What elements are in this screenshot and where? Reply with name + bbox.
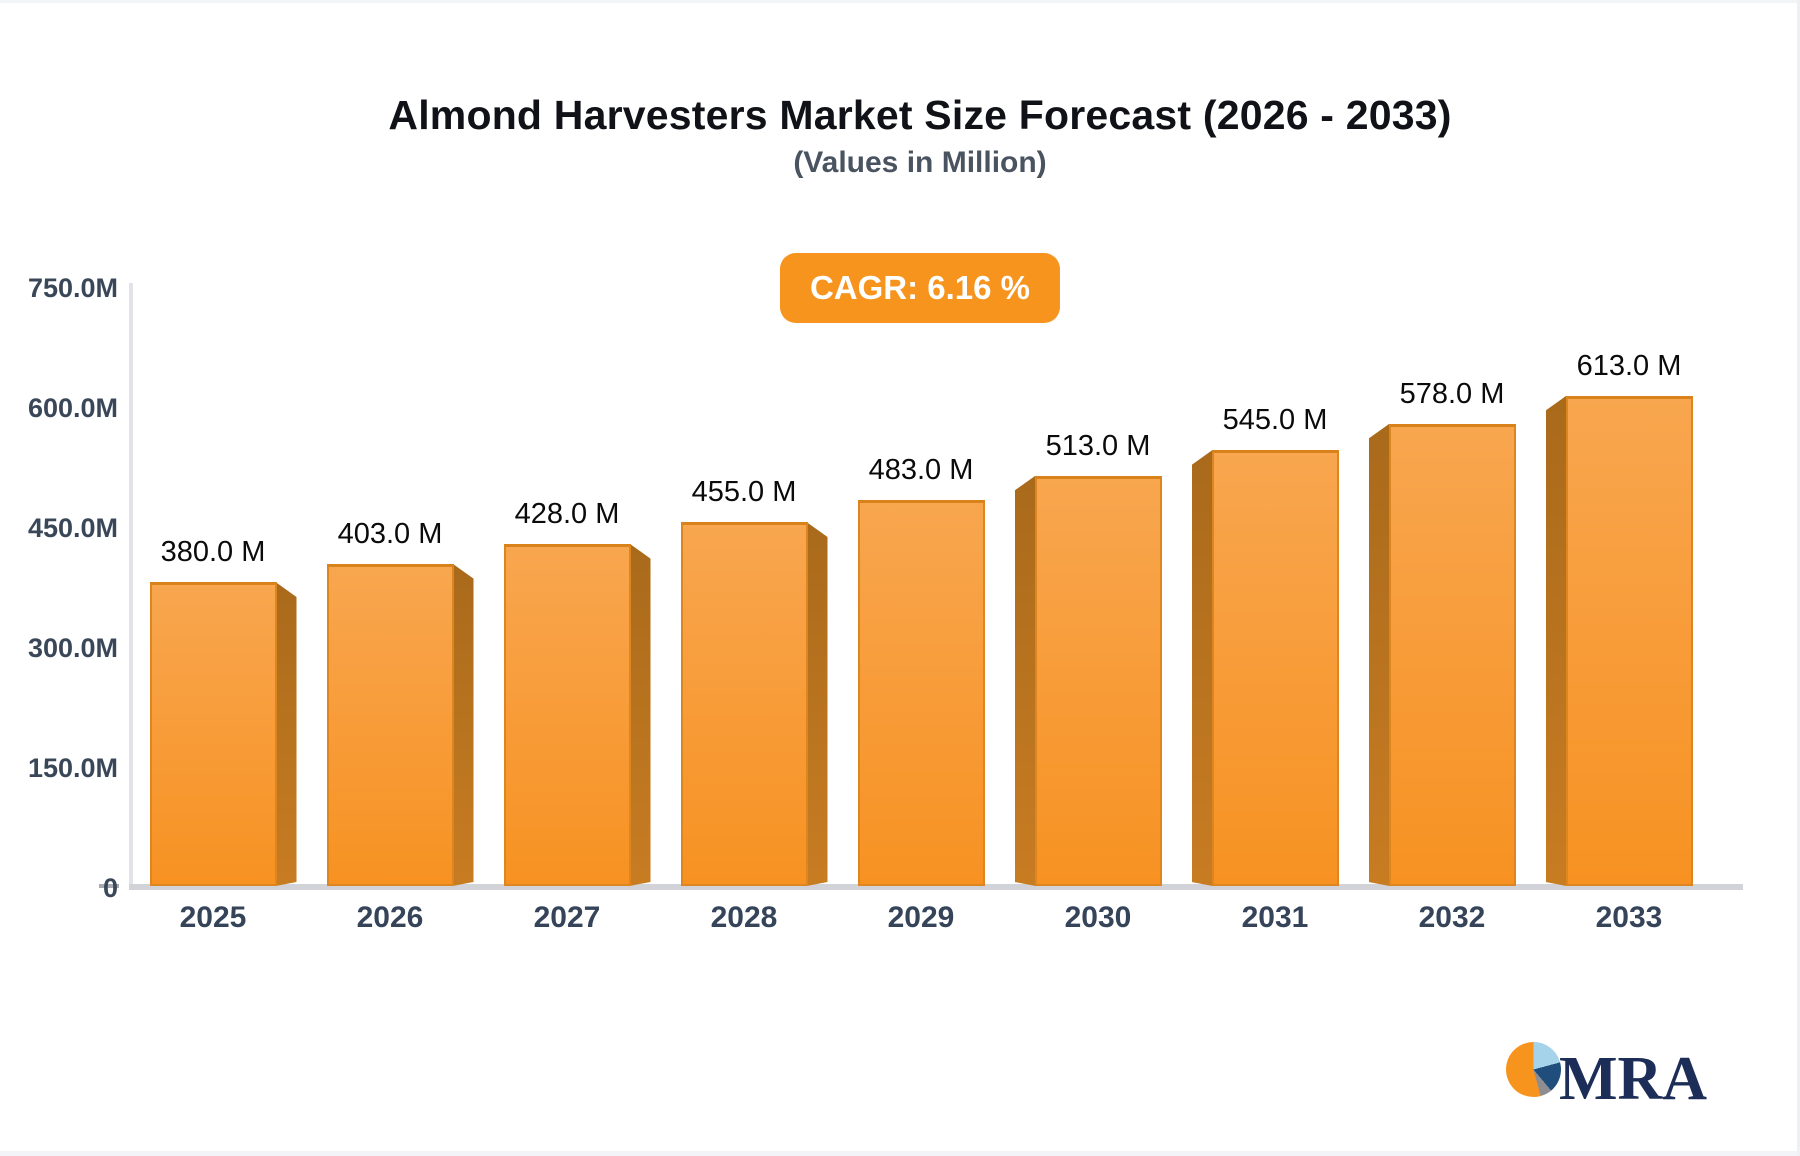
page-top-edge [0,0,1800,3]
bar [1388,423,1516,886]
y-tick-label: 450.0M [27,513,118,543]
chart-title: Almond Harvesters Market Size Forecast (… [388,92,1452,138]
bar [326,563,454,886]
zero-tick-mark [99,884,119,888]
bar [857,499,985,886]
bar-value-label: 578.0 M [1399,377,1505,410]
y-axis-line [129,283,133,890]
bar-value-label: 455.0 M [691,476,797,508]
bar-value-label: 403.0 M [337,517,443,550]
page-bottom-edge [0,1151,1800,1156]
bar-value-label: 428.0 M [514,497,620,530]
bar [1211,450,1339,886]
bar-3d-side [1546,396,1567,886]
bar-3d-side [1192,450,1213,886]
x-tick-label: 2025 [179,901,247,934]
cagr-badge: CAGR: 6.16 % [779,253,1061,323]
x-tick-label: 2031 [1241,901,1309,934]
bar [503,543,631,886]
x-tick-label: 2026 [356,901,424,934]
bar [1034,475,1162,886]
chart-subtitle: (Values in Million) [793,146,1047,179]
y-tick-label: 750.0M [27,273,118,303]
bar [1565,395,1693,886]
bar-3d-side [807,522,828,886]
bar [149,582,277,886]
x-axis-baseline [129,884,1743,890]
bar-value-label: 545.0 M [1222,404,1328,436]
x-tick-label: 2033 [1595,901,1663,934]
bar-3d-side [630,544,651,886]
y-tick-label: 150.0M [27,753,118,783]
bar-3d-side [1015,476,1036,886]
bar [680,522,808,886]
x-tick-label: 2032 [1418,901,1486,934]
y-tick-label: 0 [102,873,118,903]
bar-3d-side [1369,424,1390,886]
bar-3d-side [453,564,474,886]
bar-value-label: 380.0 M [160,536,266,568]
logo-text: MRA [1559,1045,1708,1113]
bar-value-label: 483.0 M [868,453,974,486]
x-tick-label: 2028 [710,901,778,934]
x-tick-label: 2030 [1064,901,1132,934]
page-right-edge [1797,0,1800,1156]
bar-3d-side [276,582,297,886]
x-tick-label: 2029 [887,901,955,934]
x-tick-label: 2027 [533,901,601,934]
y-tick-label: 300.0M [27,633,118,663]
bar-value-label: 513.0 M [1045,429,1151,462]
bar-value-label: 613.0 M [1576,349,1682,382]
y-tick-label: 600.0M [27,393,118,423]
logo-pie-icon [1506,1042,1561,1097]
